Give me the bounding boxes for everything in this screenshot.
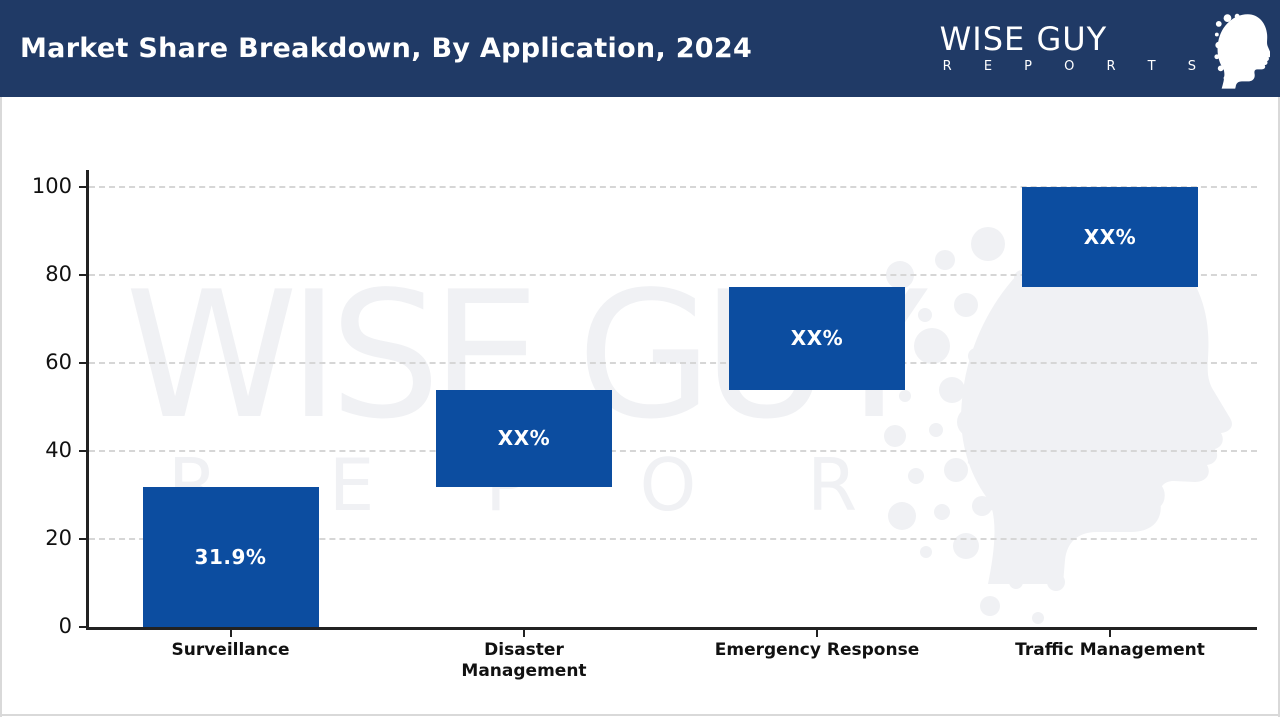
logo-text: WISE GUY R E P O R T S [940,23,1210,74]
y-axis-spine [86,170,89,629]
x-axis-label-2: Emergency Response [702,640,932,661]
bar-value-label: XX% [790,326,844,351]
logo-subtext: R E P O R T S [942,59,1210,74]
bar-traffic-management: XX% [1022,187,1198,287]
bar-surveillance: 31.9% [142,486,319,627]
x-axis-label-line: Emergency Response [714,640,920,660]
bar-emergency-response: XX% [729,286,905,390]
x-axis-label-line: Traffic Management [1015,640,1205,660]
bar-value-label: XX% [497,426,551,451]
x-axis-label-line: Surveillance [171,640,290,660]
y-tick-label-60: 60 [45,350,72,374]
right-frame-edge [1278,97,1280,717]
gridline-100 [89,186,1257,188]
x-axis-label-0: Surveillance [116,640,346,661]
bar-value-label: XX% [1083,224,1137,249]
x-axis-label-3: Traffic Management [995,640,1225,661]
header-band: Market Share Breakdown, By Application, … [0,0,1280,97]
left-frame-edge [0,97,2,717]
bar-value-label: 31.9% [194,544,267,569]
plot-area: WISE GUY R E P O R T S 0 20 40 60 80 100 31.9%… [0,97,1280,720]
y-tick-label-80: 80 [45,262,72,286]
gridline-20 [89,538,1257,540]
y-tickmark-100 [79,186,87,188]
logo-wordmark: WISE GUY [939,20,1108,58]
x-axis-label-line: Disaster [484,640,564,660]
gridline-80 [89,274,1257,276]
y-tickmark-0 [79,626,87,628]
logo-head-icon [1214,13,1270,89]
x-tickmark-3 [1109,629,1111,637]
page-title: Market Share Breakdown, By Application, … [20,33,753,64]
x-axis-spine [86,627,1257,630]
bottom-frame-edge [0,714,1280,716]
x-axis-label-1: Disaster Management [409,640,639,682]
y-tick-label-20: 20 [45,526,72,550]
y-tickmark-20 [79,538,87,540]
y-tick-label-100: 100 [31,174,72,198]
y-tick-label-0: 0 [58,614,72,638]
y-tickmark-40 [79,450,87,452]
x-tickmark-2 [816,629,818,637]
brand-logo: WISE GUY R E P O R T S [940,6,1270,92]
bar-disaster: XX% [436,389,612,487]
y-tickmark-80 [79,274,87,276]
gridline-40 [89,450,1257,452]
x-axis-label-line: Management [461,661,587,681]
x-tickmark-0 [229,629,232,637]
gridline-60 [89,362,1257,364]
y-tick-label-40: 40 [45,438,72,462]
y-tickmark-60 [79,362,87,364]
x-tickmark-1 [523,629,525,637]
